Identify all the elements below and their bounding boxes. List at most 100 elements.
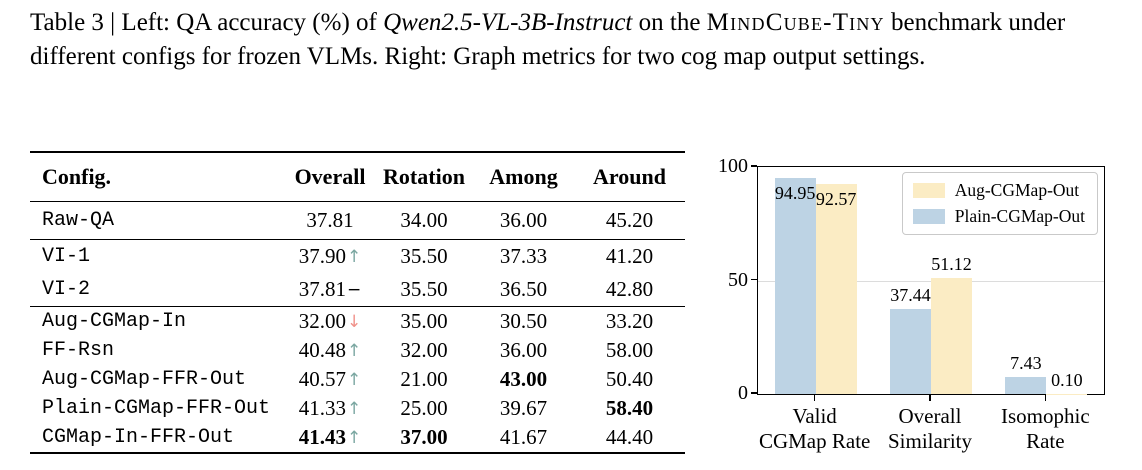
bar-plain-cgmap-out-overall-similarity — [890, 309, 931, 394]
cell-value: 37.81 — [306, 208, 354, 232]
cell-value: 44.40 — [605, 425, 654, 449]
config-cell-cgmap-in-ffr-out: CGMap-In-FFR-Out — [42, 426, 235, 449]
x-tick-label-overall-similarity: Overall Similarity — [840, 404, 1020, 454]
value-cell: 37.00 — [375, 423, 473, 453]
graph-metrics-chart: 92.57 94.95 51.12 37.44 0.10 7.43 Aug-CGMap-Ou… — [692, 140, 1142, 465]
caption-text-mid: on the — [632, 9, 707, 36]
cell-value: 42.80 — [605, 277, 654, 301]
cell-value: 36.00 — [499, 208, 548, 232]
y-tick-mark-0 — [751, 392, 757, 394]
value-cell: 39.67 — [473, 394, 574, 423]
config-cell-aug-cgmap-ffr-out: Aug-CGMap-FFR-Out — [42, 368, 247, 391]
value-cell: 58.00 — [574, 336, 685, 365]
value-cell: 37.90↑ — [285, 240, 375, 274]
value-cell: 34.00 — [375, 202, 473, 240]
table-row-raw-qa: Raw-QA 37.81 34.00 36.00 45.20 — [30, 202, 685, 240]
trend-up-icon: ↑ — [347, 247, 362, 267]
value-cell: 58.40 — [574, 394, 685, 423]
cell-value: 41.33 — [298, 396, 346, 420]
y-tick-label-50: 50 — [728, 268, 748, 291]
caption-text-tail: benchmark under different configs for fr… — [30, 9, 1066, 70]
cell-value: 35.00 — [400, 309, 448, 333]
cell-value: 50.40 — [605, 367, 654, 391]
value-cell: 50.40 — [574, 365, 685, 394]
caption-benchmark-name: MindCube-Tiny — [706, 9, 885, 36]
legend-label-aug-cgmap-out: Aug-CGMap-Out — [954, 180, 1080, 200]
trend-dash-icon: − — [347, 280, 362, 300]
column-header-around: Around — [593, 164, 666, 189]
value-cell: 25.00 — [375, 394, 473, 423]
value-cell: 40.57↑ — [285, 365, 375, 394]
cell-value: 40.48 — [298, 338, 346, 362]
value-cell: 36.00 — [473, 336, 574, 365]
trend-up-icon: ↑ — [347, 399, 362, 419]
value-cell: 37.81 — [285, 202, 375, 240]
cell-value: 37.00 — [400, 425, 448, 449]
x-tick-label-line: CGMap Rate — [758, 429, 871, 453]
x-tick-label-line: Overall — [898, 404, 962, 428]
legend-label-plain-cgmap-out: Plain-CGMap-Out — [954, 206, 1085, 226]
cell-value: 35.50 — [400, 244, 448, 268]
x-tick-label-valid-cgmap-rate: Valid CGMap Rate — [725, 404, 905, 454]
table-section-0: Raw-QA 37.81 34.00 36.00 45.20 — [30, 202, 685, 240]
legend-swatch-aug-cgmap-out — [912, 183, 945, 198]
cell-value: 36.50 — [499, 277, 548, 301]
legend-item-plain-cgmap-out: Plain-CGMap-Out — [912, 206, 1085, 226]
cell-value: 58.40 — [605, 396, 654, 420]
table-row-aug-cgmap-ffr-out: Aug-CGMap-FFR-Out 40.57↑ 21.00 43.00 50.40 — [30, 365, 685, 394]
x-tick-mark-overall-similarity — [929, 394, 931, 401]
legend-swatch-plain-cgmap-out — [912, 209, 945, 224]
cell-value: 37.33 — [499, 244, 548, 268]
value-cell: 33.20 — [574, 307, 685, 337]
column-header-among: Among — [489, 164, 558, 189]
trend-up-icon: ↑ — [347, 370, 362, 390]
cell-value: 37.90 — [298, 244, 346, 268]
chart-plot-area: 92.57 94.95 51.12 37.44 0.10 7.43 Aug-CGMap-Ou… — [757, 166, 1105, 395]
table-row-aug-cgmap-in: Aug-CGMap-In 32.00↓ 35.00 30.50 33.20 — [30, 307, 685, 337]
table-row-vi-2: VI-2 37.81− 35.50 36.50 42.80 — [30, 273, 685, 307]
bar-value-label-aug-cgmap-out-overall-similarity: 51.12 — [931, 253, 972, 274]
value-cell: 41.33↑ — [285, 394, 375, 423]
cell-value: 37.81 — [298, 277, 346, 301]
cell-value: 30.50 — [499, 309, 548, 333]
x-tick-label-line: Isomophic — [1001, 404, 1090, 428]
value-cell: 36.00 — [473, 202, 574, 240]
bar-aug-cgmap-out-overall-similarity — [931, 277, 972, 394]
value-cell: 42.80 — [574, 273, 685, 307]
x-tick-label-line: Valid — [792, 404, 837, 428]
value-cell: 41.20 — [574, 240, 685, 274]
value-cell: 32.00↓ — [285, 307, 375, 337]
cell-value: 43.00 — [499, 367, 548, 391]
trend-up-icon: ↑ — [347, 341, 362, 361]
value-cell: 32.00 — [375, 336, 473, 365]
bar-value-label-plain-cgmap-out-valid-cgmap-rate: 94.95 — [774, 183, 816, 204]
legend-item-aug-cgmap-out: Aug-CGMap-Out — [912, 180, 1085, 200]
table-section-1: VI-1 37.90↑ 35.50 37.33 41.20 VI-2 37.81− 35.50… — [30, 240, 685, 307]
table-row-cgmap-in-ffr-out: CGMap-In-FFR-Out 41.43↑ 37.00 41.67 44.40 — [30, 423, 685, 453]
cell-value: 36.00 — [499, 338, 548, 362]
cell-value: 40.57 — [298, 367, 346, 391]
bar-plain-cgmap-out-isomophic-rate — [1005, 377, 1047, 394]
x-tick-label-line: Similarity — [888, 429, 972, 453]
value-cell: 35.00 — [375, 307, 473, 337]
bar-aug-cgmap-out-valid-cgmap-rate — [815, 183, 857, 394]
value-cell: 41.43↑ — [285, 423, 375, 453]
cell-value: 34.00 — [400, 208, 448, 232]
table-header-row: Config. Overall Rotation Among Around — [30, 152, 685, 202]
value-cell: 36.50 — [473, 273, 574, 307]
caption-model-name: Qwen2.5-VL-3B-Instruct — [383, 9, 633, 36]
cell-value: 41.20 — [605, 244, 654, 268]
column-header-config: Config. — [42, 164, 112, 189]
cell-value: 45.20 — [605, 208, 654, 232]
cell-value: 33.20 — [605, 309, 654, 333]
x-tick-label-isomophic-rate: Isomophic Rate — [955, 404, 1135, 454]
cell-value: 25.00 — [400, 396, 448, 420]
caption-text-lead: Table 3 | Left: QA accuracy (%) of — [30, 9, 384, 36]
value-cell: 37.33 — [473, 240, 574, 274]
x-tick-mark-valid-cgmap-rate — [813, 394, 816, 401]
bar-value-label-aug-cgmap-out-isomophic-rate: 0.10 — [1051, 369, 1083, 390]
cell-value: 21.00 — [400, 367, 448, 391]
value-cell: 35.50 — [375, 240, 473, 274]
value-cell: 40.48↑ — [285, 336, 375, 365]
config-cell-plain-cgmap-ffr-out: Plain-CGMap-FFR-Out — [42, 397, 271, 420]
